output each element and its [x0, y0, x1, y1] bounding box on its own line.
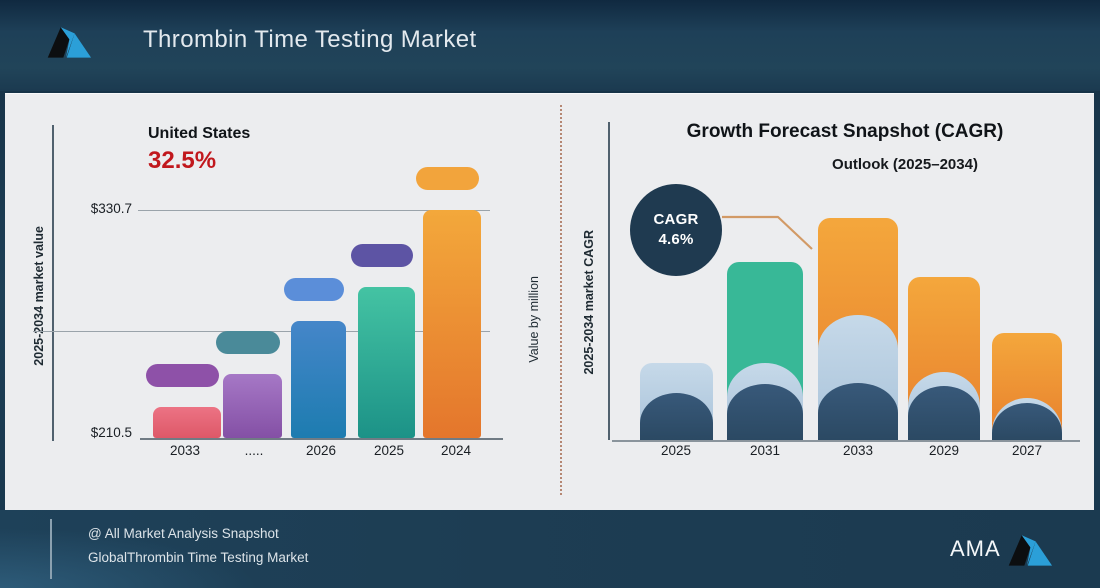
left-x-axis	[140, 438, 503, 440]
footer-brand-text: AMA	[950, 536, 1001, 561]
left-y-axis-label: 2025-2034 market value	[32, 226, 46, 366]
footer-divider	[50, 519, 52, 579]
right-y-axis-label: 2025-2034 market CAGR	[582, 230, 596, 375]
left-bar-2033	[153, 406, 221, 438]
left-bar-2026	[291, 321, 346, 438]
right-x-axis	[612, 440, 1080, 442]
right-x-label-2027: 2027	[1011, 443, 1043, 458]
left-bar-.....	[223, 374, 282, 438]
gridline-top	[138, 210, 490, 211]
right-bar-2025-base	[640, 393, 713, 440]
left-bar-cap-.....	[216, 331, 280, 355]
left-x-label-2026: 2026	[305, 443, 337, 458]
footer-snapshot-text: @ All Market Analysis Snapshot	[88, 526, 279, 541]
right-x-label-2025: 2025	[660, 443, 692, 458]
page-title: Thrombin Time Testing Market	[143, 26, 477, 53]
left-bar-2025	[358, 287, 415, 438]
right-x-label-2031: 2031	[749, 443, 781, 458]
left-x-label-dots: .....	[244, 443, 264, 458]
left-bar-cap-2033	[146, 363, 219, 387]
left-bar-2024	[423, 210, 481, 438]
y-tick-330: $330.7	[90, 201, 132, 216]
left-bar-cap-2024	[416, 167, 479, 190]
cagr-badge: CAGR 4.6%	[630, 184, 722, 276]
panel-divider	[560, 105, 562, 495]
left-bar-cap-2026	[284, 278, 344, 302]
right-chart-subtitle: Outlook (2025–2034)	[832, 156, 978, 173]
right-chart-title: Growth Forecast Snapshot (CAGR)	[686, 121, 1004, 142]
right-x-label-2029: 2029	[928, 443, 960, 458]
y-tick-210: $210.5	[90, 425, 132, 440]
left-secondary-axis-label: Value by million	[527, 276, 541, 363]
right-x-label-2033: 2033	[842, 443, 874, 458]
right-bar-2033-base	[818, 383, 898, 440]
right-bar-2029-base	[908, 386, 980, 440]
region-highlight-value: 32.5%	[148, 147, 217, 174]
region-label: United States	[148, 125, 251, 142]
left-x-label-2024: 2024	[440, 443, 472, 458]
cagr-badge-label: CAGR	[653, 210, 699, 228]
ama-logo-icon	[47, 27, 92, 58]
footer-market-text: GlobalThrombin Time Testing Market	[88, 550, 309, 565]
right-bar-2031-base	[727, 384, 803, 440]
left-y-axis	[52, 125, 54, 441]
left-x-label-2025: 2025	[373, 443, 405, 458]
left-x-label-2033: 2033	[169, 443, 201, 458]
right-y-axis	[608, 122, 610, 440]
header-bar: Thrombin Time Testing Market	[0, 0, 1100, 91]
cagr-badge-value: 4.6%	[658, 231, 694, 248]
left-bar-cap-2025	[351, 244, 413, 268]
footer-ama-logo-icon	[1008, 535, 1053, 566]
footer-bar: @ All Market Analysis Snapshot GlobalThr…	[0, 510, 1100, 588]
